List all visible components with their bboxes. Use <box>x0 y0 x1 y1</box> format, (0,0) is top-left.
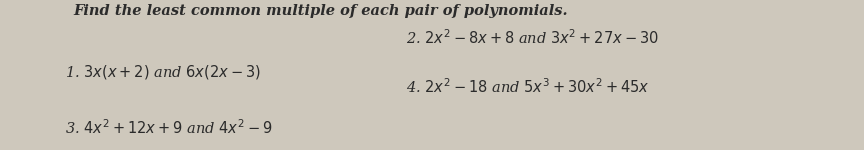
Text: Find the least common multiple of each pair of polynomials.: Find the least common multiple of each p… <box>73 4 568 18</box>
Text: 4. $2x^2 - 18$ and $5x^3 + 30x^2 + 45x$: 4. $2x^2 - 18$ and $5x^3 + 30x^2 + 45x$ <box>406 78 650 96</box>
Text: 3. $4x^2 + 12x + 9$ and $4x^2 - 9$: 3. $4x^2 + 12x + 9$ and $4x^2 - 9$ <box>65 118 272 137</box>
Text: 1. $3x(x + 2)$ and $6x(2x - 3)$: 1. $3x(x + 2)$ and $6x(2x - 3)$ <box>65 63 261 81</box>
Text: 2. $2x^2 - 8x + 8$ and $3x^2 + 27x - 30$: 2. $2x^2 - 8x + 8$ and $3x^2 + 27x - 30$ <box>406 28 659 47</box>
